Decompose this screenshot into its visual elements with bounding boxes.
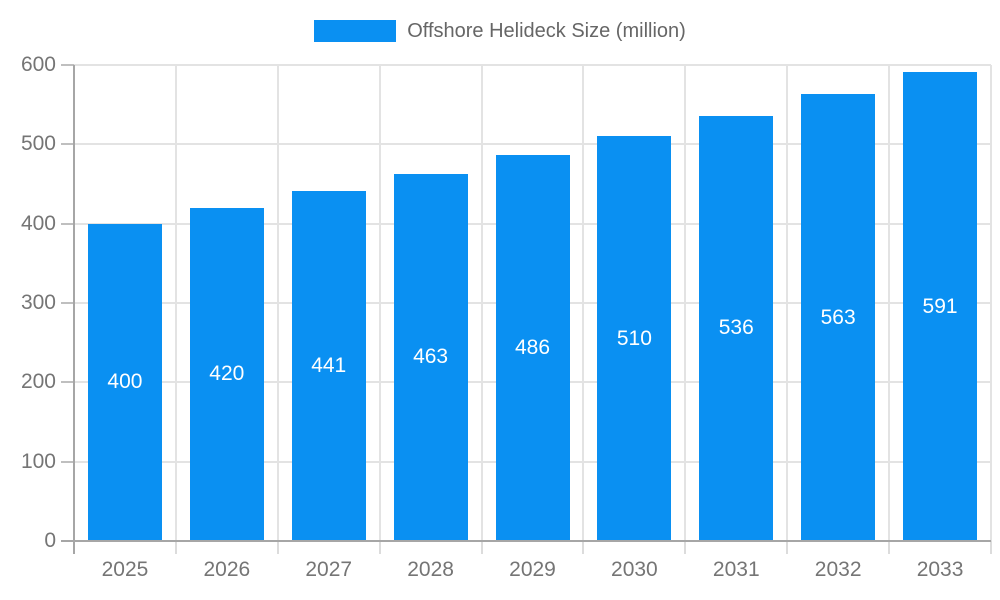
h-gridline bbox=[74, 143, 991, 146]
legend-item[interactable]: Offshore Helideck Size (million) bbox=[0, 19, 1000, 43]
y-tick-label: 100 bbox=[20, 449, 56, 473]
x-tick bbox=[378, 541, 381, 554]
y-tick bbox=[61, 381, 74, 384]
v-gridline bbox=[276, 65, 279, 541]
legend-label: Offshore Helideck Size (million) bbox=[407, 20, 686, 42]
x-axis-line bbox=[61, 540, 991, 542]
y-tick bbox=[61, 64, 74, 66]
plot-area: 400 420 441 463 486 510 536 563 591 bbox=[61, 64, 992, 554]
x-tick-label: 2029 bbox=[509, 558, 556, 581]
bar[interactable]: 420 bbox=[189, 207, 264, 541]
y-axis-labels: 0 100 200 300 400 500 600 bbox=[0, 53, 56, 552]
v-gridline bbox=[378, 65, 381, 541]
bar[interactable]: 510 bbox=[597, 136, 672, 541]
x-tick bbox=[684, 541, 687, 554]
x-tick bbox=[480, 541, 483, 554]
x-tick bbox=[888, 541, 891, 554]
h-gridline bbox=[74, 64, 991, 66]
v-gridline bbox=[786, 65, 789, 541]
bar[interactable]: 400 bbox=[87, 223, 162, 541]
y-tick-label: 300 bbox=[20, 291, 56, 314]
x-tick bbox=[786, 541, 789, 554]
bar-value-label: 510 bbox=[616, 326, 652, 350]
bar-value-label: 420 bbox=[209, 362, 245, 386]
x-axis-labels: 2025 2026 2027 2028 2029 2030 2031 2032 2033 bbox=[74, 552, 991, 592]
bar-value-label: 563 bbox=[820, 305, 856, 329]
x-tick-label: 2031 bbox=[712, 558, 760, 581]
y-tick bbox=[61, 143, 74, 146]
v-gridline bbox=[582, 65, 585, 541]
x-tick-label: 2032 bbox=[814, 558, 862, 581]
bar-value-label: 591 bbox=[922, 294, 958, 318]
y-axis-line bbox=[73, 65, 75, 554]
y-tick-label: 200 bbox=[20, 370, 56, 394]
bar[interactable]: 441 bbox=[291, 191, 366, 541]
y-tick-label: 0 bbox=[44, 529, 56, 552]
x-tick-label: 2027 bbox=[305, 558, 353, 581]
y-tick bbox=[61, 302, 74, 304]
x-tick bbox=[276, 541, 279, 554]
y-tick-label: 600 bbox=[20, 53, 56, 76]
v-gridline bbox=[888, 65, 891, 541]
x-tick-label: 2028 bbox=[407, 558, 454, 581]
y-tick-label: 400 bbox=[20, 211, 56, 235]
x-tick bbox=[582, 541, 585, 554]
y-tick bbox=[61, 460, 74, 463]
bar[interactable]: 591 bbox=[903, 72, 978, 541]
x-tick-label: 2025 bbox=[101, 558, 149, 581]
x-tick-label: 2030 bbox=[611, 558, 658, 581]
v-gridline bbox=[480, 65, 483, 541]
v-gridline bbox=[990, 65, 992, 541]
x-tick-label: 2026 bbox=[203, 558, 251, 581]
legend-swatch bbox=[314, 20, 397, 42]
bar-value-label: 441 bbox=[311, 354, 347, 378]
bar-value-label: 486 bbox=[514, 336, 551, 360]
v-gridline bbox=[174, 65, 177, 541]
x-tick bbox=[174, 541, 177, 554]
bar-value-label: 400 bbox=[107, 370, 143, 394]
x-tick bbox=[990, 541, 992, 554]
bar[interactable]: 536 bbox=[699, 115, 774, 541]
y-tick bbox=[61, 222, 74, 225]
y-tick-label: 500 bbox=[20, 132, 56, 156]
bar[interactable]: 486 bbox=[495, 155, 570, 541]
bar-value-label: 463 bbox=[413, 345, 449, 369]
bar[interactable]: 563 bbox=[801, 94, 876, 541]
bar-value-label: 536 bbox=[718, 316, 754, 340]
bar[interactable]: 463 bbox=[393, 173, 468, 541]
v-gridline bbox=[684, 65, 687, 541]
x-tick-label: 2033 bbox=[916, 558, 964, 581]
